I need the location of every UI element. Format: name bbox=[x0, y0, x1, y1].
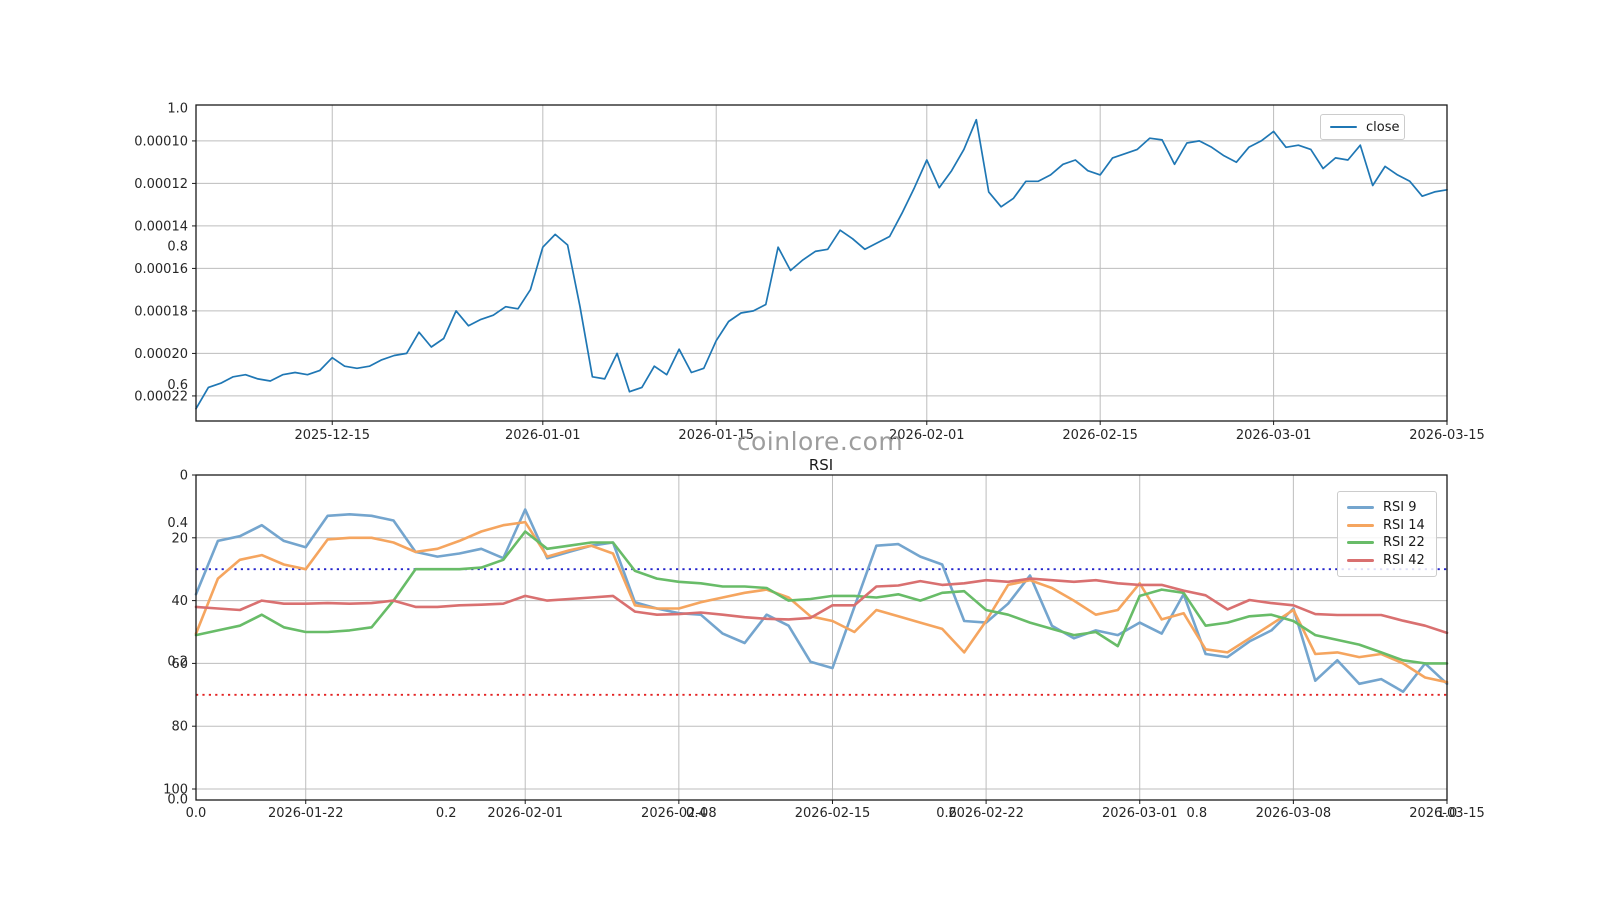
svg-text:0.6: 0.6 bbox=[167, 378, 188, 393]
svg-text:60: 60 bbox=[171, 657, 188, 672]
svg-text:2026-02-15: 2026-02-15 bbox=[795, 806, 871, 821]
close-line-swatch bbox=[1330, 125, 1357, 129]
svg-text:0.2: 0.2 bbox=[167, 654, 188, 669]
svg-text:1.0: 1.0 bbox=[167, 102, 188, 117]
svg-text:40: 40 bbox=[171, 594, 188, 609]
svg-text:0.8: 0.8 bbox=[1186, 806, 1207, 821]
watermark: coinlore.com bbox=[736, 427, 904, 456]
svg-text:2026-01-15: 2026-01-15 bbox=[678, 428, 754, 443]
rsi9-legend-label: RSI 9 bbox=[1383, 500, 1417, 515]
svg-text:80: 80 bbox=[171, 720, 188, 735]
close-legend-label: close bbox=[1366, 119, 1400, 135]
svg-text:0.00014: 0.00014 bbox=[134, 219, 188, 234]
rsi-chart-title: RSI bbox=[808, 456, 834, 474]
rsi9-legend-row: RSI 9 bbox=[1347, 499, 1427, 516]
svg-text:0.00010: 0.00010 bbox=[134, 134, 188, 149]
rsi42-line-swatch bbox=[1347, 558, 1374, 562]
svg-text:2026-03-15: 2026-03-15 bbox=[1409, 806, 1485, 821]
svg-text:2026-02-01: 2026-02-01 bbox=[487, 806, 563, 821]
svg-text:1.0: 1.0 bbox=[1437, 806, 1458, 821]
rsi22-legend-row: RSI 22 bbox=[1347, 534, 1427, 551]
svg-text:2025-12-15: 2025-12-15 bbox=[294, 428, 370, 443]
svg-text:0.4: 0.4 bbox=[167, 516, 188, 531]
svg-text:20: 20 bbox=[171, 531, 188, 546]
rsi22-legend-label: RSI 22 bbox=[1383, 535, 1425, 551]
rsi14-legend-row: RSI 14 bbox=[1347, 517, 1427, 534]
svg-text:0: 0 bbox=[180, 469, 188, 484]
svg-text:0.4: 0.4 bbox=[686, 806, 707, 821]
svg-text:2026-01-22: 2026-01-22 bbox=[268, 806, 344, 821]
rsi42-legend-row: RSI 42 bbox=[1347, 552, 1427, 569]
svg-text:2026-03-15: 2026-03-15 bbox=[1409, 428, 1485, 443]
rsi-legend: RSI 9 RSI 14 RSI 22 RSI 42 bbox=[1337, 491, 1437, 577]
svg-text:0.2: 0.2 bbox=[436, 806, 457, 821]
rsi14-line-swatch bbox=[1347, 523, 1374, 527]
rsi9-line-swatch bbox=[1347, 506, 1374, 509]
rsi22-line-swatch bbox=[1347, 541, 1374, 545]
svg-text:2026-03-01: 2026-03-01 bbox=[1102, 806, 1178, 821]
svg-text:0.00018: 0.00018 bbox=[134, 304, 188, 319]
svg-text:2026-03-01: 2026-03-01 bbox=[1236, 428, 1312, 443]
svg-text:2026-02-15: 2026-02-15 bbox=[1062, 428, 1138, 443]
svg-text:2026-02-01: 2026-02-01 bbox=[889, 428, 965, 443]
svg-text:0.00012: 0.00012 bbox=[134, 177, 188, 192]
svg-text:2026-02-22: 2026-02-22 bbox=[948, 806, 1024, 821]
svg-text:0.8: 0.8 bbox=[167, 240, 188, 255]
svg-text:2026-01-01: 2026-01-01 bbox=[505, 428, 581, 443]
svg-text:0.00016: 0.00016 bbox=[134, 262, 188, 277]
rsi14-legend-label: RSI 14 bbox=[1383, 517, 1425, 533]
price-legend: close bbox=[1320, 114, 1405, 140]
svg-text:2026-02-08: 2026-02-08 bbox=[641, 806, 717, 821]
svg-text:100: 100 bbox=[163, 783, 188, 798]
rsi42-legend-label: RSI 42 bbox=[1383, 552, 1425, 568]
svg-text:0.0: 0.0 bbox=[186, 806, 207, 821]
svg-text:0.6: 0.6 bbox=[936, 806, 957, 821]
svg-text:0.00020: 0.00020 bbox=[134, 347, 188, 362]
svg-text:0.00022: 0.00022 bbox=[134, 389, 188, 404]
svg-text:2026-03-08: 2026-03-08 bbox=[1256, 806, 1332, 821]
svg-text:0.0: 0.0 bbox=[167, 793, 188, 808]
